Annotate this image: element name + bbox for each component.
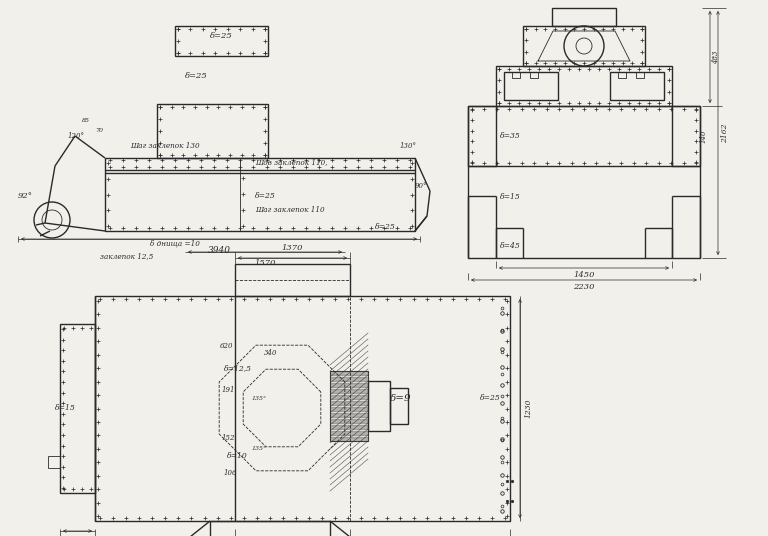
Text: 85: 85 — [82, 117, 90, 123]
Text: 140: 140 — [700, 129, 708, 143]
Text: 483: 483 — [712, 50, 720, 64]
Text: 152: 152 — [222, 434, 236, 442]
Text: 1450: 1450 — [573, 271, 594, 279]
Bar — [523, 26, 645, 66]
Bar — [496, 66, 672, 106]
Bar — [95, 296, 510, 521]
Bar — [530, 72, 538, 78]
Bar — [504, 72, 558, 100]
Text: δ=25: δ=25 — [480, 394, 501, 403]
Text: δ=10: δ=10 — [227, 452, 248, 460]
Text: δ=25: δ=25 — [185, 72, 208, 80]
Text: δ днища =10: δ днища =10 — [150, 240, 200, 248]
Text: Шаг заклепок 110: Шаг заклепок 110 — [255, 206, 325, 214]
Text: 340: 340 — [264, 349, 277, 357]
Text: 92°: 92° — [18, 192, 33, 200]
Bar — [636, 72, 644, 78]
Text: δ=25: δ=25 — [210, 32, 233, 40]
Text: 1570: 1570 — [254, 259, 276, 267]
Text: 1230: 1230 — [524, 399, 532, 418]
Bar — [468, 106, 496, 166]
Bar — [618, 72, 626, 78]
Bar — [390, 388, 408, 424]
Bar — [60, 324, 95, 493]
Text: δ=15: δ=15 — [55, 405, 76, 413]
Text: Шаг заклепок 130: Шаг заклепок 130 — [130, 142, 200, 150]
Bar — [552, 8, 616, 26]
Bar — [48, 456, 60, 468]
Text: 2230: 2230 — [573, 283, 594, 291]
Bar — [210, 521, 330, 536]
Text: 135°: 135° — [252, 445, 267, 450]
Bar — [105, 158, 415, 231]
Text: 90°: 90° — [415, 182, 428, 190]
Text: δ=15: δ=15 — [500, 193, 521, 201]
Bar — [468, 106, 700, 258]
Bar — [330, 371, 368, 441]
Text: 191: 191 — [222, 386, 236, 394]
Text: 70: 70 — [95, 128, 103, 132]
Bar — [512, 72, 520, 78]
Text: 620: 620 — [220, 342, 233, 350]
Bar — [368, 381, 390, 431]
Text: 120°: 120° — [68, 132, 85, 140]
Text: δ=25: δ=25 — [255, 192, 276, 200]
Text: δ=25: δ=25 — [375, 223, 396, 231]
Text: 106: 106 — [224, 469, 237, 477]
Bar — [175, 26, 268, 56]
Text: заклепок 12,5: заклепок 12,5 — [100, 252, 154, 260]
Bar — [157, 104, 268, 158]
Bar — [610, 72, 664, 100]
Text: δ=9: δ=9 — [390, 394, 412, 403]
Text: Шов заклепок 110,: Шов заклепок 110, — [255, 158, 327, 166]
Text: 135°: 135° — [252, 396, 267, 400]
Bar — [235, 264, 350, 296]
Text: 1370: 1370 — [281, 244, 303, 252]
Text: 3940: 3940 — [207, 246, 230, 255]
Text: 130°: 130° — [400, 142, 417, 150]
Text: 2162: 2162 — [721, 123, 729, 143]
Text: δ=35: δ=35 — [500, 132, 521, 140]
Text: 880: 880 — [69, 535, 85, 536]
Text: δ=45: δ=45 — [500, 242, 521, 250]
Bar — [672, 106, 700, 166]
Text: δ=12,5: δ=12,5 — [224, 364, 252, 372]
